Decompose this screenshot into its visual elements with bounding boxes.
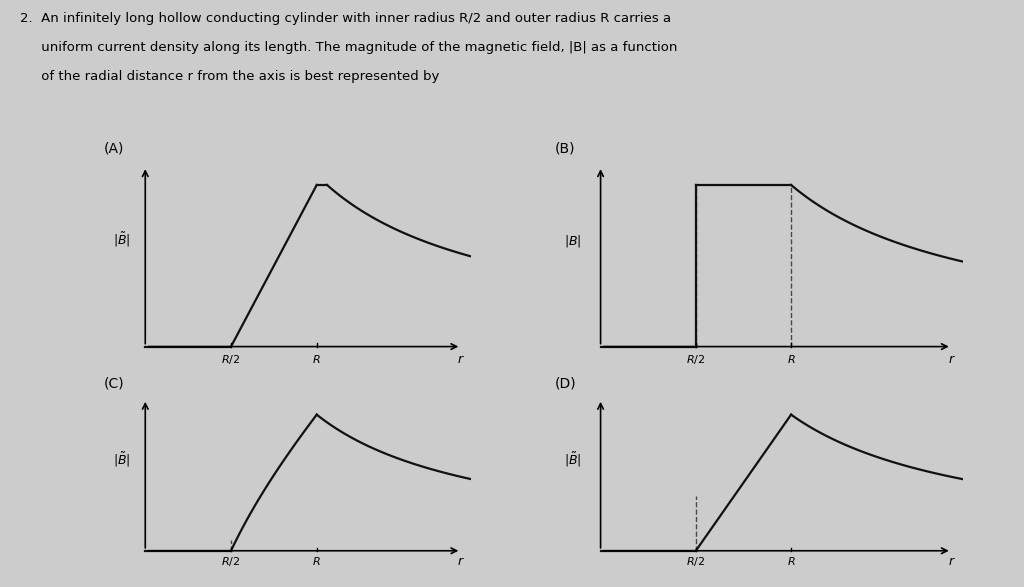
Text: $R$: $R$ <box>312 353 322 365</box>
Text: $|\tilde{B}|$: $|\tilde{B}|$ <box>113 451 130 469</box>
Text: $|B|$: $|B|$ <box>564 233 582 249</box>
Text: (D): (D) <box>555 376 577 390</box>
Text: $R/2$: $R/2$ <box>686 555 706 568</box>
Text: $R/2$: $R/2$ <box>686 353 706 366</box>
Text: of the radial distance r from the axis is best represented by: of the radial distance r from the axis i… <box>20 70 440 83</box>
Text: $R$: $R$ <box>786 353 796 365</box>
Text: (C): (C) <box>104 376 125 390</box>
Text: (A): (A) <box>104 141 125 156</box>
Text: uniform current density along its length. The magnitude of the magnetic field, |: uniform current density along its length… <box>20 41 678 54</box>
Text: $R/2$: $R/2$ <box>221 555 241 568</box>
Text: $R$: $R$ <box>312 555 322 567</box>
Text: $R$: $R$ <box>786 555 796 567</box>
Text: $|\tilde{B}|$: $|\tilde{B}|$ <box>564 451 582 469</box>
Text: $r$: $r$ <box>458 353 465 366</box>
Text: $r$: $r$ <box>948 353 955 366</box>
Text: (B): (B) <box>555 141 575 156</box>
Text: $r$: $r$ <box>948 555 955 568</box>
Text: $r$: $r$ <box>458 555 465 568</box>
Text: $R/2$: $R/2$ <box>221 353 241 366</box>
Text: 2.  An infinitely long hollow conducting cylinder with inner radius R/2 and oute: 2. An infinitely long hollow conducting … <box>20 12 672 25</box>
Text: $|\tilde{B}|$: $|\tilde{B}|$ <box>113 231 130 249</box>
